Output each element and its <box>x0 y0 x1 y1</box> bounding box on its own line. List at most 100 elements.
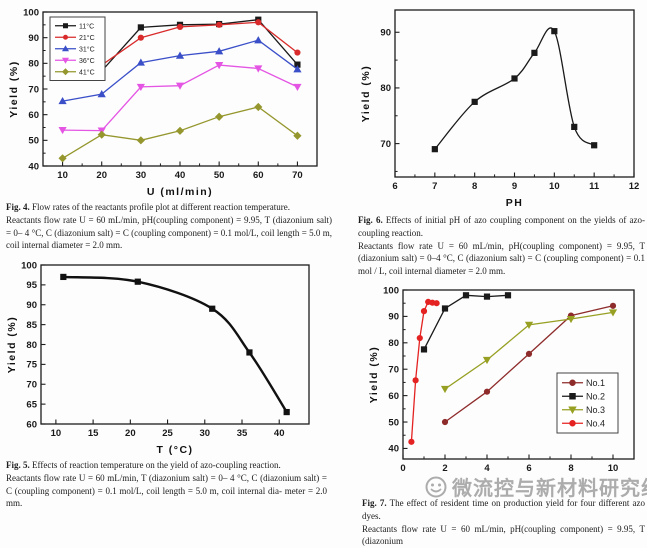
axes: 0 2 4 6 8 10 40 50 60 70 80 90 100 <box>383 285 635 474</box>
svg-text:85: 85 <box>26 320 37 331</box>
fig6-caption: Fig. 6. Effects of initial pH of azo cou… <box>358 214 645 278</box>
svg-text:90: 90 <box>28 33 39 44</box>
svg-text:65: 65 <box>26 399 37 410</box>
fig5-plot: 10 15 20 25 30 35 40 60 65 70 75 80 85 90 95 100 T (°C) Y… <box>6 260 310 456</box>
svg-text:36°C: 36°C <box>79 57 95 65</box>
svg-text:0: 0 <box>400 463 405 474</box>
fig4-caption-details: Reactants flow rate U = 60 mL/min, pH(co… <box>6 214 332 251</box>
y-axis-label: Yield (%) <box>368 346 380 403</box>
svg-text:80: 80 <box>388 338 399 349</box>
svg-text:90: 90 <box>380 28 391 39</box>
svg-text:70: 70 <box>26 380 37 391</box>
svg-text:4: 4 <box>484 463 490 474</box>
fig5-caption-label: Fig. 5. <box>6 460 30 470</box>
svg-text:60: 60 <box>28 110 39 121</box>
svg-text:50: 50 <box>388 417 399 428</box>
svg-text:50: 50 <box>214 170 225 181</box>
svg-text:20: 20 <box>96 170 107 181</box>
svg-text:No.2: No.2 <box>586 391 605 401</box>
svg-text:6: 6 <box>392 181 397 192</box>
y-axis-label: Yield (%) <box>6 316 18 373</box>
series-No.2 <box>420 292 512 353</box>
fig4-plot: 10 20 30 40 50 60 70 40 50 60 70 80 90 100 U (ml/min) Y… <box>8 7 318 198</box>
svg-text:90: 90 <box>388 312 399 323</box>
fig7-caption-details: Reactants flow rate U = 60 mL/min, pH(co… <box>362 523 645 547</box>
svg-text:10: 10 <box>549 181 560 192</box>
fig7-caption-label: Fig. 7. <box>362 498 387 508</box>
svg-text:10: 10 <box>57 170 68 181</box>
svg-text:25: 25 <box>162 428 173 439</box>
svg-text:9: 9 <box>512 181 517 192</box>
legend: 11°C 21°C 31°C 36°C 41°C <box>49 16 106 81</box>
svg-text:20: 20 <box>125 428 136 439</box>
x-axis-label: T (°C) <box>156 444 193 456</box>
fig5-caption-title: Effects of reaction temperature on the y… <box>32 460 281 470</box>
svg-text:40: 40 <box>388 444 399 455</box>
fig6-chart-block: 6 7 8 9 10 11 12 70 80 90 PH Yield (%) <box>358 2 647 215</box>
svg-text:60: 60 <box>253 170 264 181</box>
svg-text:6: 6 <box>526 463 531 474</box>
svg-text:40: 40 <box>28 161 39 172</box>
svg-text:40: 40 <box>175 170 186 181</box>
series-No.3 <box>440 309 618 394</box>
fig6-caption-label: Fig. 6. <box>358 215 383 225</box>
axes: 10 15 20 25 30 35 40 60 65 70 75 80 85 90 95 100 <box>21 260 310 439</box>
svg-text:8: 8 <box>472 181 477 192</box>
svg-text:8: 8 <box>568 463 573 474</box>
svg-text:10: 10 <box>608 463 619 474</box>
fig4-caption: Fig. 4. Flow rates of the reactants prof… <box>6 201 332 252</box>
svg-text:30: 30 <box>136 170 147 181</box>
series-41°C <box>58 102 302 163</box>
y-axis-label: Yield (%) <box>8 60 20 117</box>
svg-text:30: 30 <box>199 428 210 439</box>
legend: No.1 No.2 No.3 No.4 <box>556 372 619 434</box>
svg-text:10: 10 <box>51 428 62 439</box>
paper-figure-page: { "watermark": { "text": "微流控与新材料研究组", "… <box>6 2 647 547</box>
x-axis-label: PH <box>506 197 524 209</box>
plot-frame <box>402 289 635 460</box>
svg-text:60: 60 <box>388 391 399 402</box>
fig4-chart-block: 10 20 30 40 50 60 70 40 50 60 70 80 90 100 U (ml/min) Y… <box>6 4 330 204</box>
svg-text:No.4: No.4 <box>586 418 605 428</box>
svg-text:70: 70 <box>388 365 399 376</box>
svg-text:70: 70 <box>292 170 303 181</box>
svg-text:41°C: 41°C <box>79 68 95 76</box>
svg-text:80: 80 <box>28 59 39 70</box>
axes: 6 7 8 9 10 11 12 70 80 90 <box>380 9 640 192</box>
svg-text:21°C: 21°C <box>79 34 95 42</box>
y-axis-label: Yield (%) <box>360 65 372 122</box>
fig7-caption: Fig. 7. The effect of resident time on p… <box>362 497 645 548</box>
svg-text:11: 11 <box>589 181 600 192</box>
fig5-caption-details: Reactants flow rate U = 60 mL/min, T (di… <box>6 472 327 509</box>
x-axis-label: U (ml/min) <box>147 186 213 198</box>
svg-text:75: 75 <box>26 360 37 371</box>
svg-text:35: 35 <box>237 428 248 439</box>
svg-text:95: 95 <box>26 280 37 291</box>
series-No.4 <box>408 298 440 445</box>
svg-text:100: 100 <box>383 285 399 296</box>
fig7-caption-title: The effect of resident time on productio… <box>362 498 646 521</box>
plot-frame <box>394 9 635 178</box>
series-yield <box>60 273 290 416</box>
svg-text:80: 80 <box>26 340 37 351</box>
series-36°C <box>58 62 302 135</box>
svg-text:11°C: 11°C <box>79 22 94 30</box>
fig6-plot: 6 7 8 9 10 11 12 70 80 90 PH Yield (%) <box>360 9 640 209</box>
fig5-caption: Fig. 5. Effects of reaction temperature … <box>6 459 327 510</box>
fig4-caption-label: Fig. 4. <box>6 202 30 212</box>
svg-text:90: 90 <box>26 300 37 311</box>
svg-text:7: 7 <box>432 181 437 192</box>
fig7-chart-block: 0 2 4 6 8 10 40 50 60 70 80 90 100 Yield (%) No.1 No.2 N… <box>366 282 647 497</box>
fig6-caption-title: Effects of initial pH of azo coupling co… <box>358 215 646 238</box>
plot-frame <box>40 264 310 425</box>
svg-text:70: 70 <box>28 84 39 95</box>
svg-text:100: 100 <box>23 7 39 18</box>
svg-text:No.1: No.1 <box>586 378 605 388</box>
axes: 10 20 30 40 50 60 70 40 50 60 70 80 90 100 <box>23 7 318 181</box>
svg-text:15: 15 <box>88 428 99 439</box>
series-yield <box>431 27 598 153</box>
svg-text:12: 12 <box>629 181 640 192</box>
svg-text:80: 80 <box>380 83 391 94</box>
svg-text:No.3: No.3 <box>586 405 605 415</box>
svg-text:100: 100 <box>21 260 37 271</box>
